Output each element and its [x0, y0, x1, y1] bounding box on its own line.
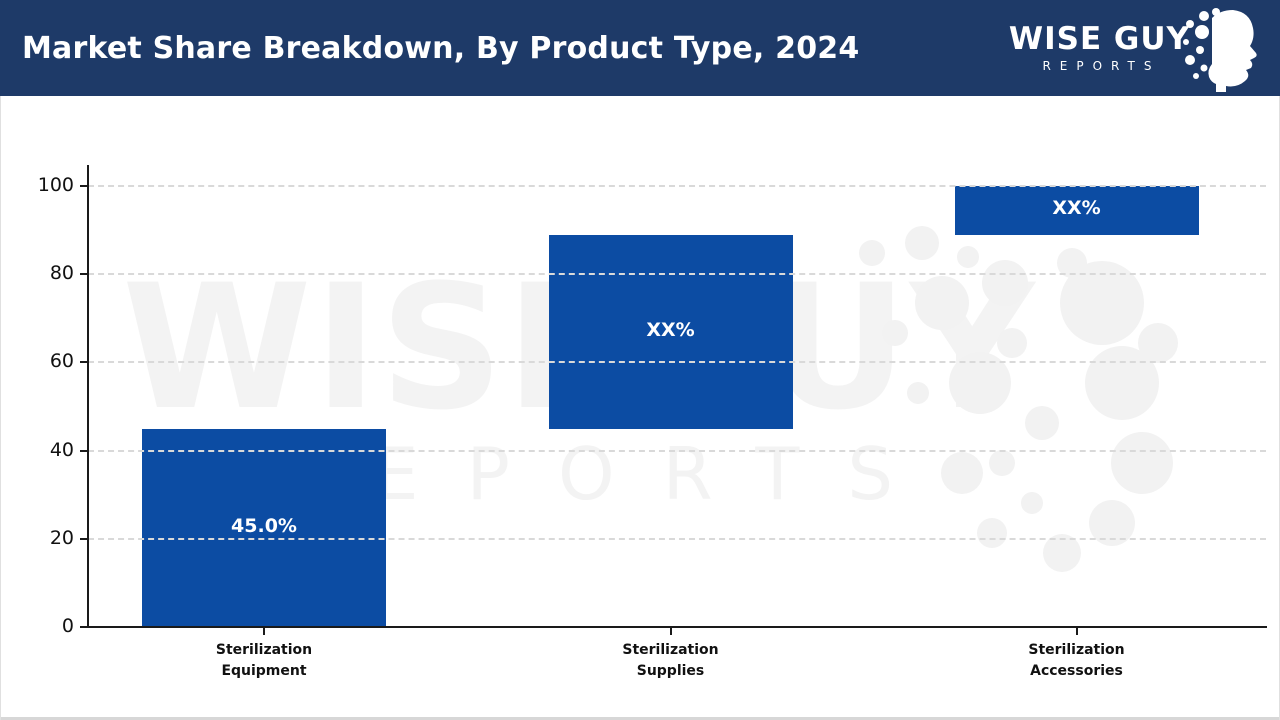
x-category-label: Sterilization Supplies: [622, 642, 719, 679]
gridline-y-20: [88, 537, 1266, 540]
y-tick-label: 100: [37, 174, 74, 196]
gridline-y-40: [88, 449, 1266, 452]
chart-title: Market Share Breakdown, By Product Type,…: [22, 30, 860, 66]
bar-sterilization-supplies: [548, 234, 793, 429]
y-tick: [80, 626, 87, 628]
y-tick-label: 20: [49, 526, 74, 549]
bar-sterilization-equipment: [142, 428, 386, 627]
brand-face-icon: [1179, 8, 1257, 92]
x-tick: [669, 628, 672, 635]
bar-sterilization-accessories: [954, 186, 1199, 235]
y-tick-label: 0: [61, 615, 74, 637]
brand-name: WISE GUY: [1008, 20, 1190, 57]
y-tick: [80, 449, 87, 452]
y-tick: [80, 185, 87, 187]
gridline-y-100: [88, 185, 1266, 187]
x-tick: [1075, 628, 1078, 635]
x-tick: [263, 628, 265, 635]
header-bar: Market Share Breakdown, By Product Type,…: [0, 0, 1280, 96]
y-tick-label: 80: [49, 262, 74, 285]
y-axis-line: [87, 165, 89, 628]
bar-value-label: XX%: [1052, 197, 1101, 220]
x-axis-line: [87, 626, 1267, 628]
brand-subname: REPORTS: [1042, 58, 1161, 73]
y-tick: [80, 537, 87, 540]
bottom-border: [0, 717, 1280, 720]
brand-logo-text: WISE GUY REPORTS: [1008, 20, 1190, 73]
y-tick: [80, 273, 87, 276]
bar-value-label: XX%: [646, 318, 695, 341]
gridline-y-60: [88, 361, 1266, 364]
gridline-y-80: [88, 273, 1266, 276]
y-tick-label: 40: [49, 438, 74, 461]
x-category-label: Sterilization Equipment: [215, 642, 313, 679]
left-border: [0, 96, 1, 720]
x-category-label: Sterilization Accessories: [1028, 642, 1125, 679]
bar-value-label: 45.0%: [231, 514, 297, 537]
brand-logo: WISE GUY REPORTS: [1009, 4, 1262, 92]
y-tick: [80, 361, 87, 364]
y-tick-label: 60: [49, 350, 74, 373]
